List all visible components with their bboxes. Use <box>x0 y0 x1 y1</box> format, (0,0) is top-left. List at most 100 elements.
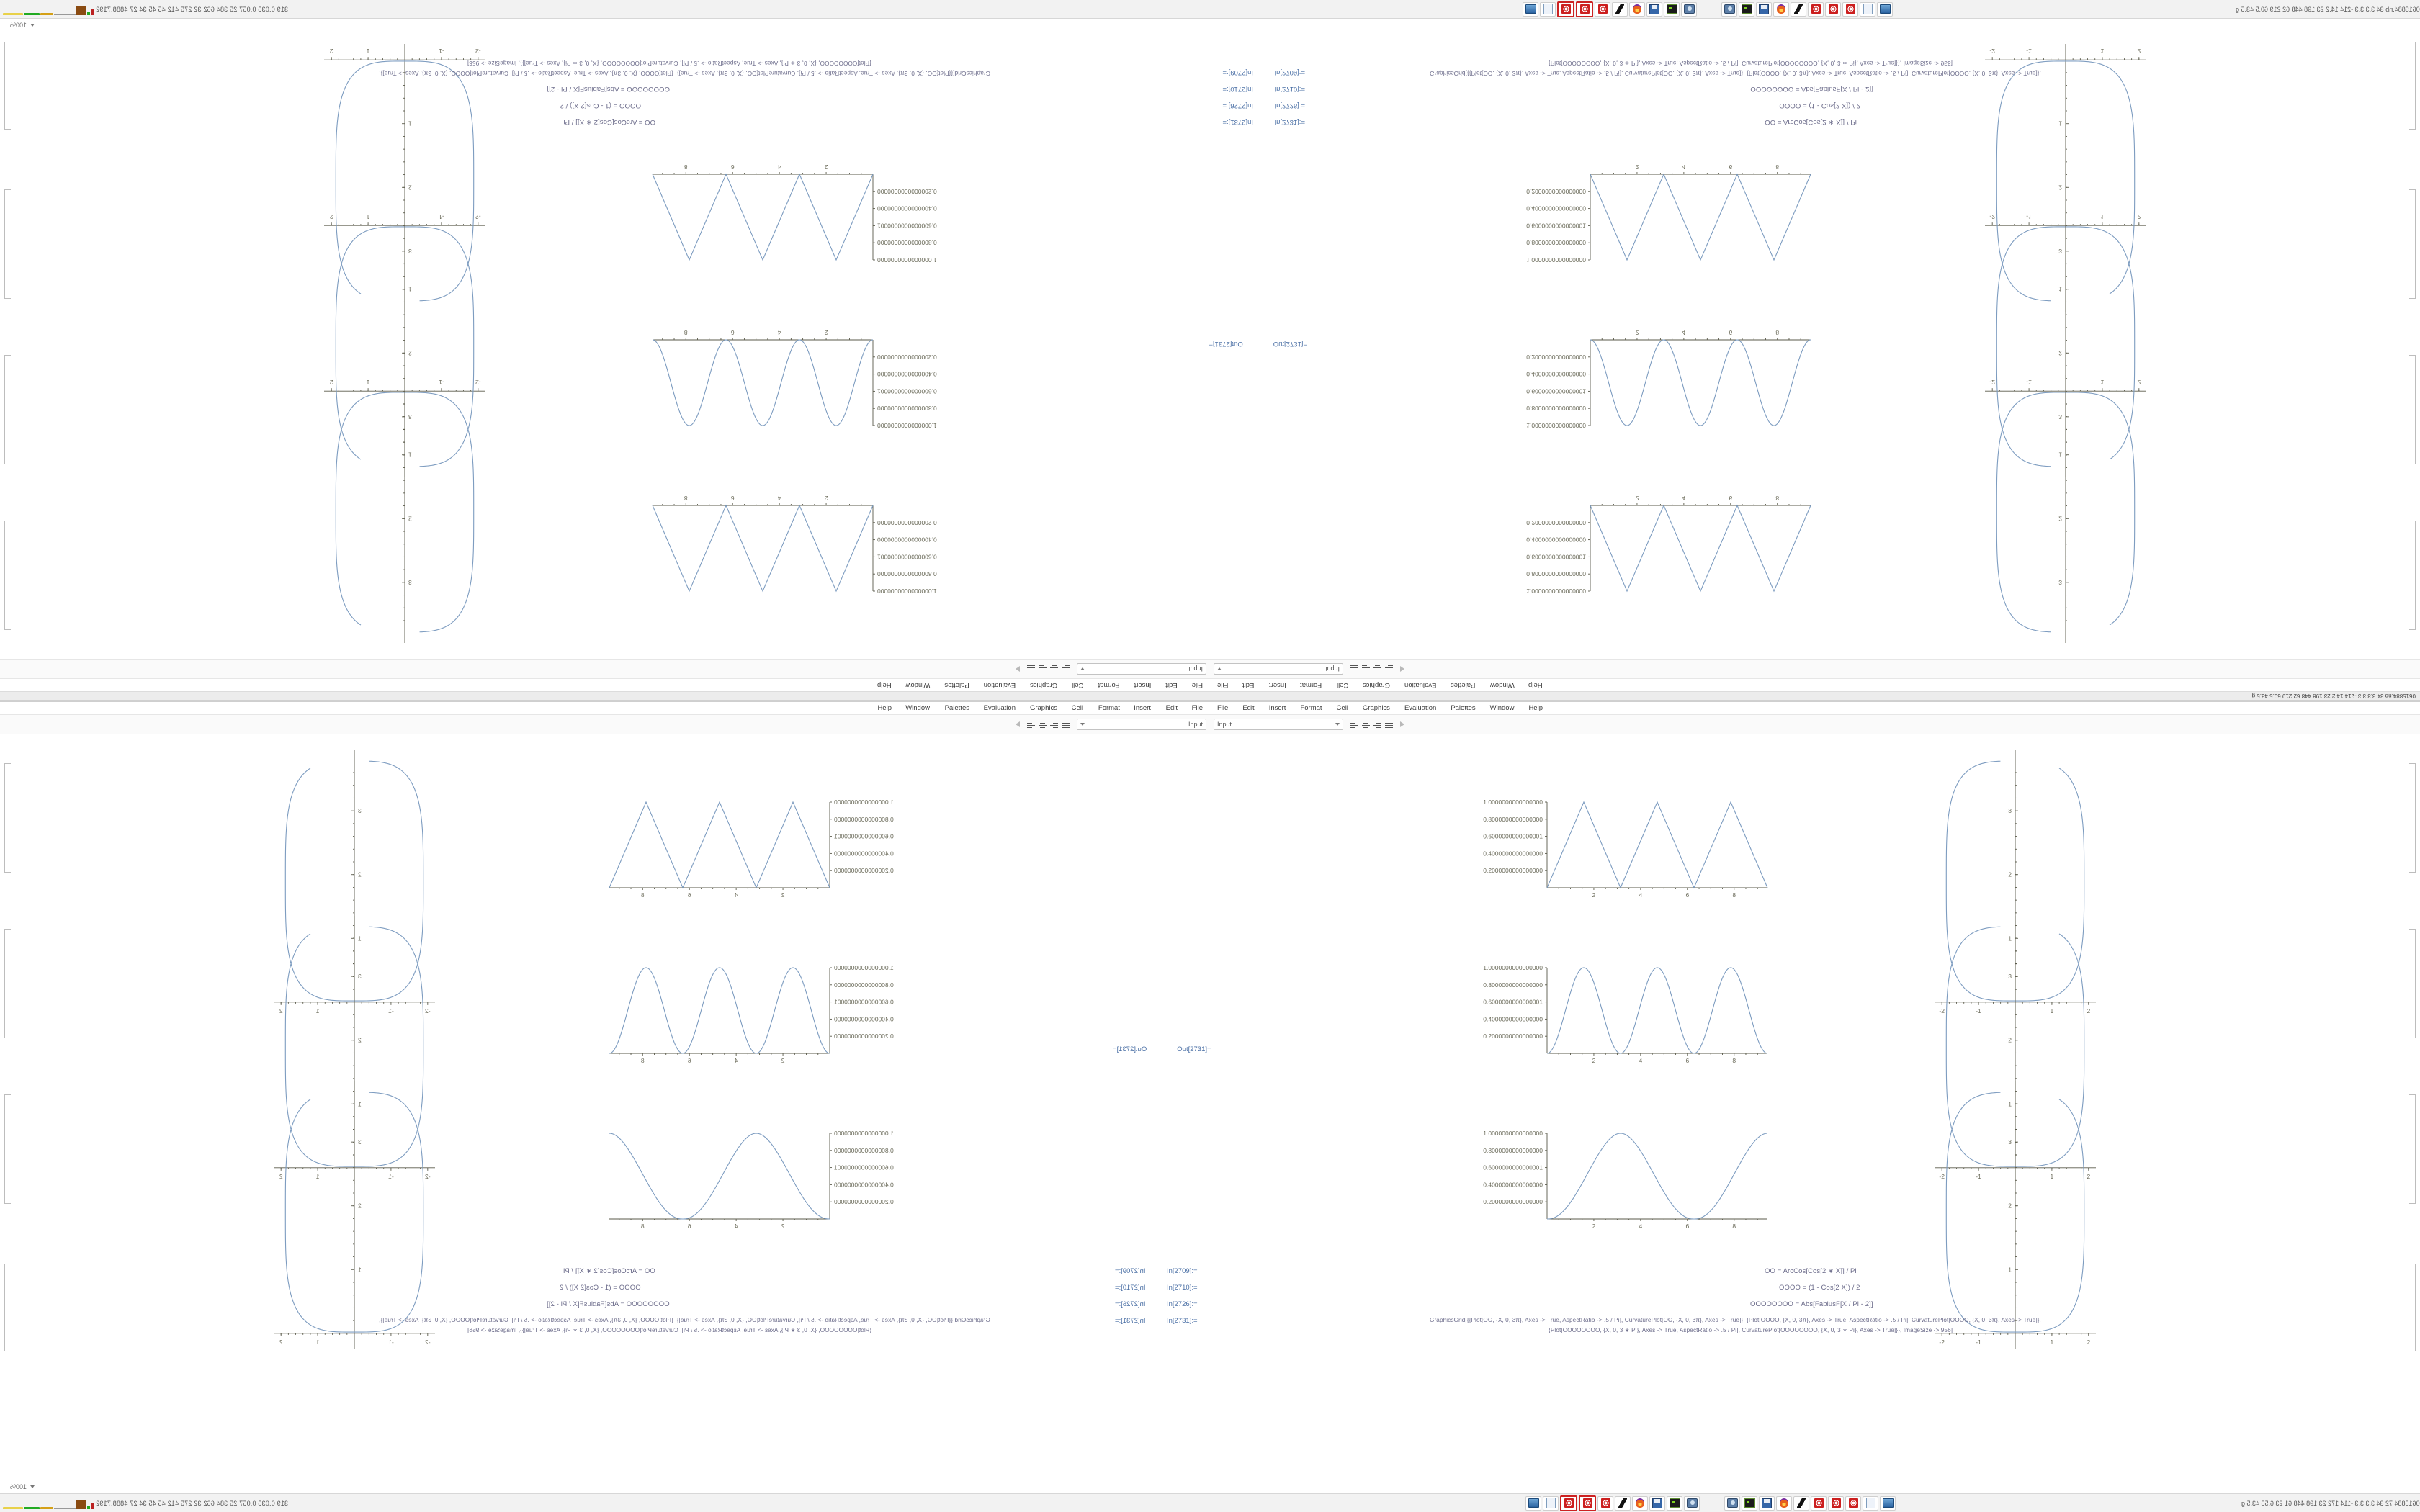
inkscape-icon[interactable] <box>1791 1 1807 17</box>
menu-item-evaluation[interactable]: Evaluation <box>983 681 1016 689</box>
cell-bracket[interactable] <box>4 763 11 873</box>
graphics-grid-line-1-mirrored[interactable]: GraphicsGrid[{{Plot[OO, {X, 0, 3π}, Axes… <box>379 1317 990 1323</box>
menu-item-help[interactable]: Help <box>877 681 892 689</box>
camera-icon[interactable] <box>1721 1 1738 17</box>
cell-bracket[interactable] <box>2409 1094 2416 1204</box>
code-line-2-mirrored[interactable]: OOOO = (1 - Cos[2 X]) / 2 <box>560 1284 641 1292</box>
menu-item-format[interactable]: Format <box>1098 681 1120 689</box>
graphics-grid-line-2[interactable]: {Plot[OOOOOOOO, {X, 0, 3 ∗ Pi}, Axes -> … <box>467 60 871 66</box>
wave-plot-right[interactable]: 2 4 6 8 0.2000000000000000 0.4000000000000000… <box>1462 949 1772 1075</box>
code-line-1-mirrored[interactable]: OO = ArcCos[Cos[2 ∗ X]] / Pi <box>1765 118 1857 126</box>
notebook-window-upper[interactable]: 0615884.nb 34 3.3 3.3 -214 14.2 23 198 4… <box>0 19 2420 701</box>
wave-plot-left[interactable]: 2 4 6 8 0.2000000000000000 0.4000000000000000… <box>605 783 915 909</box>
menu-item-edit[interactable]: Edit <box>1242 704 1255 712</box>
mathematica-icon[interactable] <box>1595 1 1611 17</box>
camera-icon[interactable] <box>1681 1 1698 17</box>
menu-item-cell[interactable]: Cell <box>1336 681 1348 689</box>
align-center-icon[interactable] <box>1039 720 1047 729</box>
zoom-control-top[interactable]: 100% <box>10 22 35 29</box>
align-center-icon[interactable] <box>1362 720 1370 729</box>
cell-bracket[interactable] <box>2409 521 2416 630</box>
menu-item-palettes[interactable]: Palettes <box>944 681 969 689</box>
menu-item-palettes[interactable]: Palettes <box>1451 704 1476 712</box>
menu-item-edit[interactable]: Edit <box>1165 704 1178 712</box>
menu-item-file[interactable]: File <box>1217 681 1229 689</box>
computer-icon[interactable] <box>1880 1495 1896 1511</box>
menu-item-help[interactable]: Help <box>1528 704 1543 712</box>
cell-style-select-left[interactable]: Input <box>1214 663 1343 675</box>
curvature-plot-left[interactable]: -2 -1 1 2 1 2 3 <box>1966 19 2154 322</box>
menu-group[interactable]: File Edit Insert Format Cell Graphics Evaluati… <box>1217 681 1543 689</box>
mathematica-icon[interactable] <box>1579 1495 1597 1511</box>
code-line-2[interactable]: OOOO = (1 - Cos[2 X]) / 2 <box>560 102 641 109</box>
chevron-down-icon[interactable] <box>1080 667 1085 670</box>
next-cell-icon[interactable] <box>1016 666 1020 672</box>
taskbar-top[interactable]: 319 0.035 0.057 25 384 662 32 275 412 45… <box>0 0 2420 19</box>
menu-item-insert[interactable]: Insert <box>1134 704 1152 712</box>
cell-bracket[interactable] <box>4 42 11 130</box>
chevron-down-icon[interactable] <box>1335 723 1340 726</box>
computer-icon[interactable] <box>1877 1 1894 17</box>
menu-item-palettes[interactable]: Palettes <box>944 704 969 712</box>
graphics-grid-line-1[interactable]: GraphicsGrid[{{Plot[OO, {X, 0, 3π}, Axes… <box>1430 1317 2041 1323</box>
align-center-icon[interactable] <box>1373 665 1381 673</box>
align-left-icon[interactable] <box>1062 665 1070 673</box>
align-justify-icon[interactable] <box>1027 665 1035 673</box>
align-justify-icon[interactable] <box>1350 665 1358 673</box>
mathematica-icon[interactable] <box>1825 1 1842 17</box>
cell-bracket[interactable] <box>4 929 11 1038</box>
cell-bracket[interactable] <box>2409 42 2416 130</box>
terminal-icon[interactable] <box>1667 1495 1683 1511</box>
floppy-save-icon[interactable] <box>1759 1495 1775 1511</box>
notebook-body-lower[interactable]: -2 -1 1 2 1 2 3 2 4 6 8 0.2000000000000000 0.400000… <box>0 734 2420 1490</box>
code-line-2-mirrored[interactable]: OOOO = (1 - Cos[2 X]) / 2 <box>1779 102 1860 109</box>
wave-plot-right[interactable]: 2 4 6 8 0.2000000000000000 0.4000000000000000… <box>648 153 958 279</box>
zoom-control-bottom[interactable]: 100% <box>10 1483 35 1490</box>
graphics-grid-line-1-mirrored[interactable]: GraphicsGrid[{{Plot[OO, {X, 0, 3π}, Axes… <box>1430 70 2041 76</box>
menu-item-file[interactable]: File <box>1191 681 1203 689</box>
align-left-icon[interactable] <box>1385 665 1393 673</box>
computer-icon[interactable] <box>1525 1495 1542 1511</box>
menu-item-graphics[interactable]: Graphics <box>1362 704 1390 712</box>
code-line-2[interactable]: OOOO = (1 - Cos[2 X]) / 2 <box>1779 1284 1860 1292</box>
code-line-3-mirrored[interactable]: OOOOOOOO = Abs[FabiusF[X / Pi - 2]] <box>547 1300 670 1308</box>
mathematica-icon[interactable] <box>1560 1495 1578 1511</box>
format-toolbar-lower[interactable]: Input Input <box>0 714 2420 734</box>
menu-item-cell[interactable]: Cell <box>1072 681 1084 689</box>
code-line-3[interactable]: OOOOOOOO = Abs[FabiusF[X / Pi - 2]] <box>547 85 670 93</box>
menu-item-window[interactable]: Window <box>1489 681 1515 689</box>
mathematica-icon[interactable] <box>1576 1 1594 17</box>
menu-item-window[interactable]: Window <box>905 681 931 689</box>
calculator-icon[interactable] <box>1863 1495 1879 1511</box>
menubar-lower[interactable]: File Edit Insert Format Cell Graphics Evaluati… <box>0 702 2420 714</box>
menu-item-graphics[interactable]: Graphics <box>1030 681 1058 689</box>
mathematica-icon[interactable] <box>1828 1495 1845 1511</box>
wave-plot-left[interactable]: 2 4 6 8 0.2000000000000000 0.4000000000000000… <box>605 1115 915 1241</box>
cell-style-select-right[interactable]: Input <box>1077 663 1206 675</box>
graphics-grid-line-1[interactable]: GraphicsGrid[{{Plot[OO, {X, 0, 3π}, Axes… <box>379 70 990 76</box>
firefox-icon[interactable] <box>1632 1495 1649 1511</box>
align-right-icon[interactable] <box>1050 720 1058 729</box>
cell-bracket[interactable] <box>4 355 11 464</box>
align-group-left[interactable] <box>1350 665 1393 673</box>
menu-item-graphics[interactable]: Graphics <box>1362 681 1390 689</box>
menu-item-window[interactable]: Window <box>1489 704 1515 712</box>
align-right-icon[interactable] <box>1373 720 1381 729</box>
curvature-plot-right[interactable]: -2 -1 1 2 1 2 3 <box>317 185 504 487</box>
menu-item-edit[interactable]: Edit <box>1242 681 1255 689</box>
align-center-icon[interactable] <box>1050 665 1058 673</box>
taskbar-top-apps[interactable] <box>1184 1 2231 17</box>
wave-plot-left[interactable]: 2 4 6 8 0.2000000000000000 0.4000000000000000… <box>1505 153 1815 279</box>
graphics-grid-line-2-mirrored[interactable]: {Plot[OOOOOOOO, {X, 0, 3 ∗ Pi}, Axes -> … <box>467 1327 871 1333</box>
mathematica-icon[interactable] <box>1597 1495 1614 1511</box>
menu-group[interactable]: File Edit Insert Format Cell Graphics Evaluati… <box>877 704 1203 712</box>
curvature-plot-left[interactable]: -2 -1 1 2 1 2 3 <box>266 1071 454 1374</box>
floppy-save-icon[interactable] <box>1646 1 1663 17</box>
menu-item-insert[interactable]: Insert <box>1268 681 1286 689</box>
format-toolbar-upper[interactable]: Input Input <box>0 659 2420 679</box>
graphics-grid-line-2[interactable]: {Plot[OOOOOOOO, {X, 0, 3 ∗ Pi}, Axes -> … <box>1549 1327 1953 1333</box>
mathematica-icon[interactable] <box>1808 1 1824 17</box>
calculator-icon[interactable] <box>1543 1495 1559 1511</box>
taskbar-bottom[interactable]: 319 0.035 0.057 25 384 662 32 275 412 45… <box>0 1493 2420 1512</box>
inkscape-icon[interactable] <box>1793 1495 1810 1511</box>
